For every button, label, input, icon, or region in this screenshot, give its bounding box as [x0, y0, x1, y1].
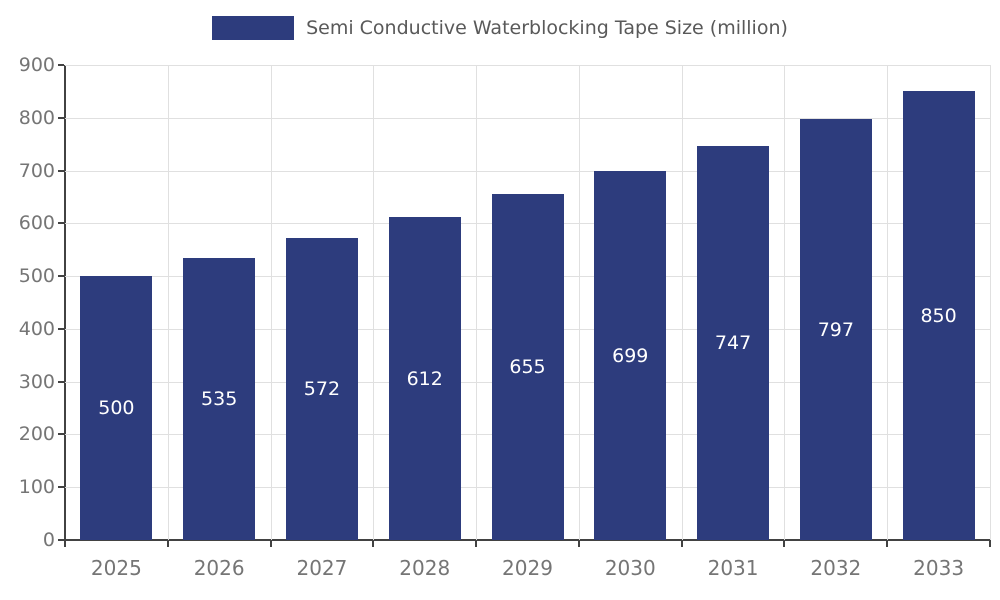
y-tick-label: 900: [18, 54, 55, 76]
plot-area: 500 535 572 612 655 699 747 797 850: [64, 65, 991, 541]
y-tick-label: 100: [18, 476, 55, 499]
y-tick-mark: [58, 222, 64, 225]
y-tick-mark: [58, 327, 64, 330]
bar-2028: [388, 217, 461, 540]
y-tick-label: 300: [18, 370, 55, 393]
gridline-horizontal: [65, 170, 990, 172]
x-tick-mark: [269, 541, 272, 547]
x-tick-mark: [989, 541, 991, 547]
y-tick-mark: [58, 64, 64, 66]
bar-value-label: 612: [406, 367, 443, 390]
y-tick-mark: [58, 169, 64, 172]
bar-2029: [491, 194, 564, 540]
x-tick-label: 2031: [707, 556, 759, 580]
y-tick-label: 600: [18, 212, 55, 235]
y-tick-label: 800: [18, 106, 55, 129]
x-tick-mark: [886, 541, 889, 547]
gridline-horizontal: [65, 65, 990, 66]
y-tick-mark: [58, 539, 64, 541]
gridline-vertical: [578, 65, 580, 540]
bar-value-label: 699: [612, 344, 649, 367]
gridline-horizontal: [65, 117, 990, 119]
bar-value-label: 572: [303, 378, 341, 401]
bar-2027: [285, 238, 358, 540]
chart-legend: Semi Conductive Waterblocking Tape Size …: [0, 16, 1000, 40]
x-tick-label: 2028: [399, 556, 451, 580]
y-axis-line: [64, 65, 66, 540]
y-tick-label: 400: [18, 317, 55, 340]
y-tick-mark: [58, 275, 64, 278]
bar-2031: [697, 145, 770, 540]
y-tick-mark: [58, 486, 64, 489]
bar-value-label: 850: [920, 304, 957, 327]
bar-2025: [80, 276, 153, 540]
x-axis-line: [64, 539, 991, 541]
gridline-vertical: [990, 65, 991, 540]
y-tick-label: 700: [18, 159, 55, 182]
gridline-vertical: [476, 65, 478, 540]
gridline-vertical: [167, 65, 169, 540]
x-tick-mark: [372, 541, 375, 547]
y-tick-mark: [58, 433, 64, 436]
bar-2033: [902, 91, 975, 540]
x-tick-label: 2029: [502, 556, 553, 580]
x-tick-label: 2026: [193, 556, 245, 580]
x-tick-mark: [680, 541, 683, 547]
bar-value-label: 500: [98, 397, 135, 420]
gridline-vertical: [373, 65, 375, 540]
x-tick-label: 2030: [604, 556, 656, 580]
y-tick-label: 200: [18, 423, 55, 446]
bar-2030: [594, 171, 667, 540]
legend-swatch: [212, 16, 295, 40]
bar-value-label: 655: [509, 356, 546, 379]
x-tick-label: 2025: [90, 556, 142, 580]
x-tick-mark: [475, 541, 478, 547]
y-tick-label: 500: [18, 265, 55, 288]
bar-value-label: 535: [201, 387, 238, 410]
gridline-vertical: [681, 65, 683, 540]
x-tick-mark: [783, 541, 786, 547]
x-tick-mark: [166, 541, 169, 547]
bar-2026: [183, 257, 256, 540]
gridline-vertical: [270, 65, 272, 540]
gridline-vertical: [784, 65, 786, 540]
x-tick-mark: [577, 541, 580, 547]
bar-value-label: 797: [817, 318, 854, 341]
x-tick-label: 2027: [296, 556, 348, 580]
x-tick-mark: [64, 541, 66, 547]
bar-value-label: 747: [714, 331, 752, 354]
legend-label: Semi Conductive Waterblocking Tape Size …: [306, 17, 788, 39]
x-tick-label: 2032: [810, 556, 862, 580]
y-tick-mark: [58, 116, 64, 119]
bar-2032: [799, 119, 872, 540]
x-tick-label: 2033: [913, 556, 965, 580]
y-tick-mark: [58, 380, 64, 383]
y-tick-label: 0: [42, 529, 55, 551]
gridline-vertical: [887, 65, 889, 540]
